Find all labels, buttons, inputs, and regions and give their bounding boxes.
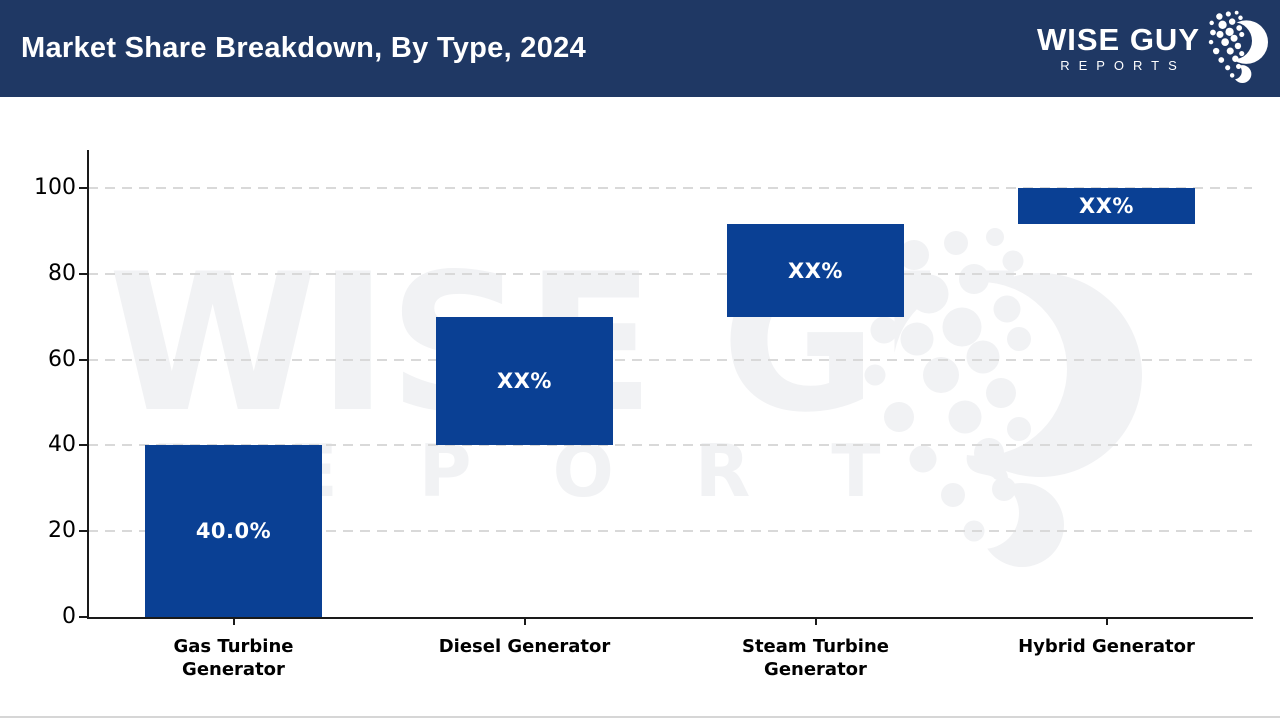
- bar-value-label: XX%: [788, 258, 843, 283]
- gridline: [88, 187, 1252, 189]
- y-tick-label: 100: [34, 175, 76, 200]
- x-category-line: Hybrid Generator: [1018, 636, 1195, 657]
- gridline: [88, 530, 1252, 533]
- bar: XX%: [1018, 188, 1195, 225]
- y-tick-label: 80: [48, 260, 76, 286]
- x-category-line: Generator: [182, 659, 285, 680]
- x-category-line: Diesel Generator: [438, 636, 611, 657]
- y-tick-label: 40: [48, 432, 76, 458]
- y-tick-mark: [79, 272, 87, 275]
- y-tick-mark: [79, 444, 87, 447]
- x-category-label: Hybrid Generator: [967, 635, 1247, 658]
- bar: 40.0%: [145, 445, 322, 617]
- x-category-label: Gas Turbine Generator: [94, 635, 374, 681]
- brand-subtitle: REPORTS: [1060, 58, 1186, 73]
- x-category-line: Steam Turbine: [741, 636, 889, 657]
- y-axis-line: [87, 150, 89, 619]
- brand-head-icon: [1204, 10, 1268, 87]
- y-tick-label: 60: [48, 346, 76, 372]
- bar: XX%: [436, 316, 613, 446]
- bar-value-label: 40.0%: [195, 519, 272, 544]
- x-tick-mark: [814, 617, 817, 625]
- bar-value-label: XX%: [497, 369, 552, 394]
- y-tick-mark: [79, 530, 87, 533]
- x-tick-mark: [523, 617, 526, 625]
- y-tick-mark: [79, 358, 87, 361]
- gridline: [88, 444, 1252, 447]
- brand-logo: WISE GUY REPORTS: [1037, 10, 1280, 87]
- bar: XX%: [727, 224, 904, 317]
- x-category-line: Generator: [764, 659, 867, 680]
- y-tick-mark: [79, 187, 87, 189]
- header-bar: Market Share Breakdown, By Type, 2024 WI…: [0, 0, 1280, 97]
- x-category-label: Steam Turbine Generator: [676, 635, 956, 681]
- footer-rule: [0, 716, 1280, 718]
- y-tick-label: 0: [62, 604, 76, 629]
- x-category-line: Gas Turbine: [173, 636, 294, 657]
- y-tick-mark: [79, 616, 87, 618]
- page-title: Market Share Breakdown, By Type, 2024: [21, 32, 587, 64]
- x-tick-mark: [1105, 617, 1108, 625]
- brand-logo-text: WISE GUY REPORTS: [1037, 24, 1200, 73]
- x-tick-mark: [232, 617, 235, 625]
- x-category-label: Diesel Generator: [385, 635, 665, 658]
- bar-value-label: XX%: [1079, 194, 1134, 219]
- waterfall-chart: WISE GU R E P O R T S 0 20 40 60 80 100 40.0% G…: [0, 97, 1280, 720]
- y-tick-label: 20: [48, 518, 76, 544]
- x-axis-line: [87, 617, 1253, 619]
- brand-name: WISE GUY: [1036, 22, 1200, 57]
- gridline: [88, 272, 1252, 275]
- gridline: [88, 358, 1252, 361]
